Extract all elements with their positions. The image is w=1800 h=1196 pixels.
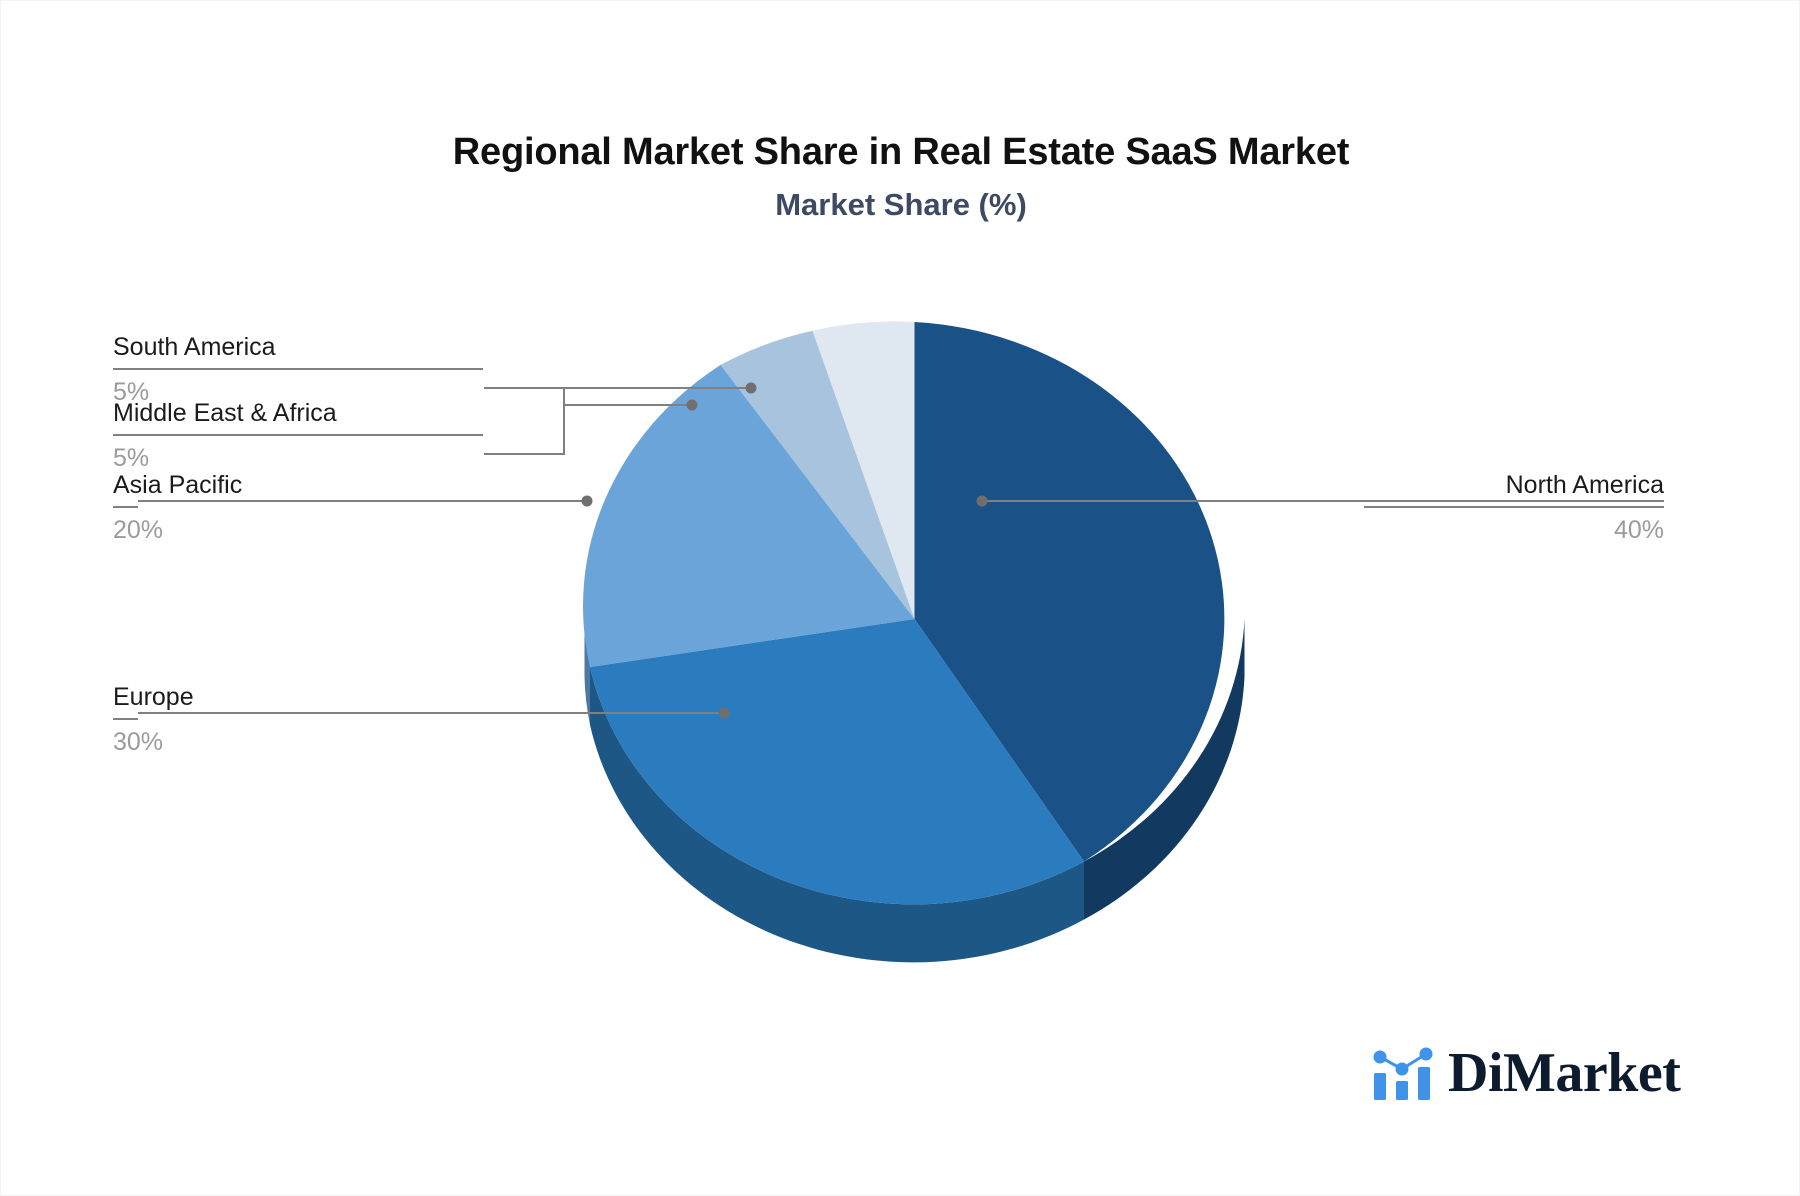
callout-rule-middle-east-africa (113, 434, 483, 436)
callout-value-europe: 30% (113, 728, 164, 756)
slice-south-america (812, 321, 915, 619)
brand-logo-text: DiMarket (1448, 1042, 1681, 1104)
leader-dots (581, 382, 988, 719)
brand-logo: DiMarket (1372, 1042, 1681, 1104)
slice-europe (590, 619, 1084, 905)
slice-side-north-america (1084, 619, 1245, 920)
callout-label-middle-east-africa: Middle East & Africa (113, 399, 337, 427)
slice-north-america (914, 322, 1225, 862)
callout-north-america[interactable]: North America 40% (1364, 469, 1664, 546)
callout-value-asia-pacific: 20% (113, 516, 164, 544)
slice-side-asia-pacific (584, 619, 590, 725)
callout-value-north-america: 40% (1613, 516, 1664, 544)
callout-label-north-america: North America (1505, 471, 1664, 499)
callout-europe[interactable]: Europe 30% (113, 681, 194, 758)
pie-top-faces (583, 321, 1225, 905)
page-title: Regional Market Share in Real Estate Saa… (452, 131, 1350, 173)
leader-line-middle-east-africa (484, 404, 692, 455)
callout-label-europe: Europe (113, 683, 194, 711)
callout-value-middle-east-africa: 5% (113, 444, 150, 472)
leader-lines (138, 387, 1664, 714)
leader-dot-middle-east-africa (686, 399, 698, 411)
callout-label-south-america: South America (113, 333, 276, 361)
callout-middle-east-africa[interactable]: Middle East & Africa 5% (113, 397, 483, 474)
leader-dot-south-america (745, 382, 757, 394)
callout-rule-north-america (1364, 506, 1664, 508)
callout-rule-south-america (113, 368, 483, 370)
slice-side-europe (590, 667, 1084, 963)
callout-label-asia-pacific: Asia Pacific (113, 471, 243, 499)
title-block: Regional Market Share in Real Estate Saa… (1, 129, 1799, 224)
pie-3d-side-walls (584, 619, 1245, 963)
callout-value-south-america: 5% (113, 378, 150, 406)
callout-south-america[interactable]: South America 5% (113, 331, 483, 408)
callout-asia-pacific[interactable]: Asia Pacific 20% (113, 469, 243, 546)
leader-dot-asia-pacific (581, 495, 593, 507)
slice-asia-pacific (583, 364, 915, 667)
leader-dot-north-america (976, 495, 988, 507)
callout-rule-asia-pacific (113, 506, 138, 508)
callout-rule-europe (113, 718, 138, 720)
slice-middle-east-africa (720, 330, 915, 619)
chart-subtitle: Market Share (%) (775, 187, 1027, 222)
leader-dot-europe (718, 707, 730, 719)
bar-chart-logo-icon (1373, 1047, 1433, 1100)
